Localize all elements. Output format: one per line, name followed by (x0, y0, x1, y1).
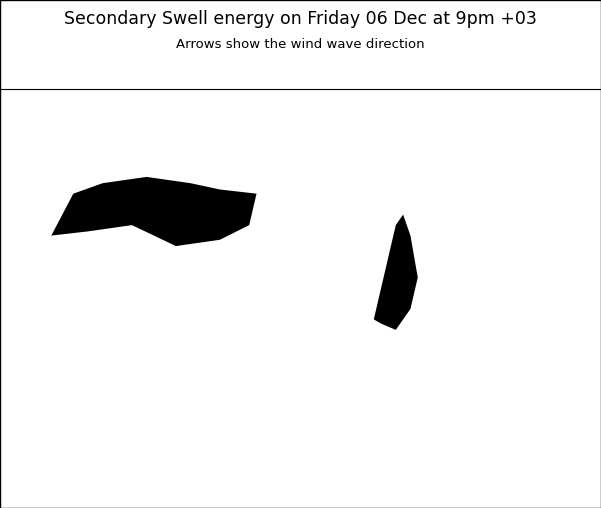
Text: Arrows show the wind wave direction: Arrows show the wind wave direction (176, 38, 425, 51)
Text: Secondary Swell energy on Friday 06 Dec at 9pm +03: Secondary Swell energy on Friday 06 Dec … (64, 10, 537, 28)
Polygon shape (374, 215, 418, 330)
Polygon shape (51, 177, 257, 246)
